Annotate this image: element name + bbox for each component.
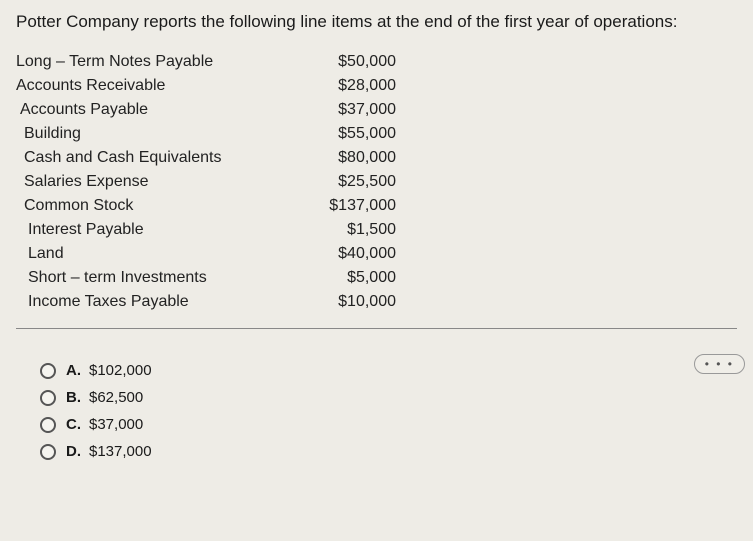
radio-icon[interactable] — [40, 417, 56, 433]
option-letter: C. — [66, 416, 81, 433]
question-title: Potter Company reports the following lin… — [16, 12, 737, 32]
line-items-table: Long – Term Notes Payable $50,000 Accoun… — [16, 50, 396, 314]
item-name: Short – term Investments — [16, 266, 296, 290]
item-name: Cash and Cash Equivalents — [16, 146, 296, 170]
item-value: $137,000 — [296, 194, 396, 218]
item-value: $37,000 — [296, 98, 396, 122]
line-item-row: Building $55,000 — [16, 122, 396, 146]
line-item-row: Common Stock $137,000 — [16, 194, 396, 218]
option-label: A. $102,000 — [66, 362, 152, 379]
option-b[interactable]: B. $62,500 — [40, 384, 737, 411]
item-name: Long – Term Notes Payable — [16, 50, 296, 74]
line-item-row: Cash and Cash Equivalents $80,000 — [16, 146, 396, 170]
item-value: $50,000 — [296, 50, 396, 74]
option-letter: A. — [66, 362, 81, 379]
item-value: $40,000 — [296, 242, 396, 266]
line-item-row: Land $40,000 — [16, 242, 396, 266]
option-c[interactable]: C. $37,000 — [40, 411, 737, 438]
item-name: Accounts Receivable — [16, 74, 296, 98]
line-item-row: Interest Payable $1,500 — [16, 218, 396, 242]
option-text: $137,000 — [89, 443, 152, 460]
line-item-row: Salaries Expense $25,500 — [16, 170, 396, 194]
item-value: $25,500 — [296, 170, 396, 194]
option-text: $37,000 — [89, 416, 143, 433]
item-name: Accounts Payable — [16, 98, 296, 122]
item-value: $55,000 — [296, 122, 396, 146]
option-label: C. $37,000 — [66, 416, 143, 433]
option-text: $102,000 — [89, 362, 152, 379]
option-d[interactable]: D. $137,000 — [40, 438, 737, 465]
line-item-row: Accounts Receivable $28,000 — [16, 74, 396, 98]
radio-icon[interactable] — [40, 444, 56, 460]
option-letter: B. — [66, 389, 81, 406]
option-a[interactable]: A. $102,000 — [40, 357, 737, 384]
section-divider — [16, 328, 737, 329]
question-page: Potter Company reports the following lin… — [0, 0, 753, 541]
radio-icon[interactable] — [40, 363, 56, 379]
more-icon[interactable]: • • • — [694, 354, 745, 374]
option-label: D. $137,000 — [66, 443, 152, 460]
item-name: Common Stock — [16, 194, 296, 218]
option-label: B. $62,500 — [66, 389, 143, 406]
radio-icon[interactable] — [40, 390, 56, 406]
item-value: $80,000 — [296, 146, 396, 170]
item-value: $1,500 — [296, 218, 396, 242]
line-item-row: Accounts Payable $37,000 — [16, 98, 396, 122]
option-text: $62,500 — [89, 389, 143, 406]
line-item-row: Long – Term Notes Payable $50,000 — [16, 50, 396, 74]
item-name: Building — [16, 122, 296, 146]
item-name: Interest Payable — [16, 218, 296, 242]
answer-options: A. $102,000 B. $62,500 C. $37,000 D. $13… — [16, 357, 737, 465]
item-name: Land — [16, 242, 296, 266]
item-value: $10,000 — [296, 290, 396, 314]
item-value: $5,000 — [296, 266, 396, 290]
item-name: Salaries Expense — [16, 170, 296, 194]
item-value: $28,000 — [296, 74, 396, 98]
line-item-row: Income Taxes Payable $10,000 — [16, 290, 396, 314]
option-letter: D. — [66, 443, 81, 460]
line-item-row: Short – term Investments $5,000 — [16, 266, 396, 290]
item-name: Income Taxes Payable — [16, 290, 296, 314]
